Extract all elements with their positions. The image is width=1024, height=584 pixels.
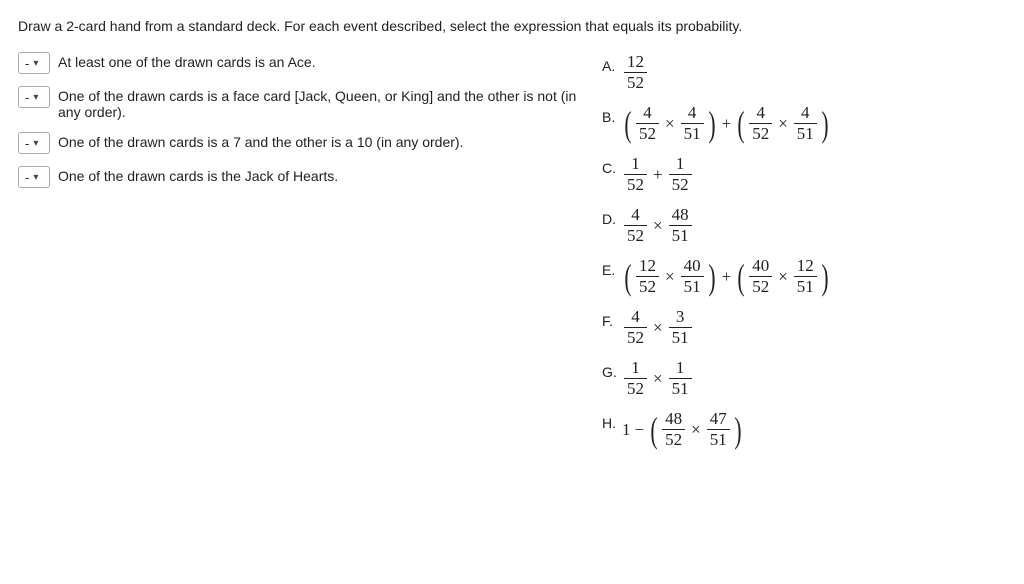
choice-row: F. 452×351 <box>602 307 1006 348</box>
prompt-row: - ▾ One of the drawn cards is a 7 and th… <box>18 132 578 154</box>
dropdown-value: - <box>25 90 29 105</box>
dropdown-value: - <box>25 170 29 185</box>
prompt-row: - ▾ At least one of the drawn cards is a… <box>18 52 578 74</box>
choice-row: C. 152+152 <box>602 154 1006 195</box>
choice-row: E. (1252×4051)+(4052×1251) <box>602 256 1006 297</box>
choice-label: H. <box>602 409 622 431</box>
choice-label: C. <box>602 154 622 176</box>
choice-expression: 452×351 <box>622 307 694 348</box>
choice-expression: 1−(4852×4751) <box>622 409 744 450</box>
answer-dropdown[interactable]: - ▾ <box>18 166 50 188</box>
answer-dropdown[interactable]: - ▾ <box>18 132 50 154</box>
prompts-column: - ▾ At least one of the drawn cards is a… <box>18 52 578 200</box>
choice-label: E. <box>602 256 622 278</box>
choice-row: G. 152×151 <box>602 358 1006 399</box>
instruction-text: Draw a 2-card hand from a standard deck.… <box>18 18 1006 34</box>
content-columns: - ▾ At least one of the drawn cards is a… <box>18 52 1006 460</box>
choice-label: B. <box>602 103 622 125</box>
prompt-text: One of the drawn cards is a 7 and the ot… <box>58 132 463 150</box>
prompt-row: - ▾ One of the drawn cards is a face car… <box>18 86 578 120</box>
prompt-row: - ▾ One of the drawn cards is the Jack o… <box>18 166 578 188</box>
chevron-down-icon: ▾ <box>33 172 38 183</box>
prompt-text: At least one of the drawn cards is an Ac… <box>58 52 316 70</box>
choice-row: D. 452×4851 <box>602 205 1006 246</box>
chevron-down-icon: ▾ <box>33 138 38 149</box>
choice-expression: 1252 <box>622 52 649 93</box>
prompt-text: One of the drawn cards is the Jack of He… <box>58 166 338 184</box>
choice-expression: 452×4851 <box>622 205 694 246</box>
dropdown-value: - <box>25 136 29 151</box>
prompt-text: One of the drawn cards is a face card [J… <box>58 86 578 120</box>
answer-dropdown[interactable]: - ▾ <box>18 86 50 108</box>
choices-column: A. 1252 B. (452×451)+(452×451) C. 152+15… <box>602 52 1006 460</box>
choice-row: B. (452×451)+(452×451) <box>602 103 1006 144</box>
chevron-down-icon: ▾ <box>33 58 38 69</box>
chevron-down-icon: ▾ <box>33 92 38 103</box>
choice-label: G. <box>602 358 622 380</box>
choice-label: A. <box>602 52 622 74</box>
choice-expression: 152+152 <box>622 154 694 195</box>
choice-expression: (452×451)+(452×451) <box>622 103 831 144</box>
choice-label: F. <box>602 307 622 329</box>
dropdown-value: - <box>25 56 29 71</box>
choice-label: D. <box>602 205 622 227</box>
answer-dropdown[interactable]: - ▾ <box>18 52 50 74</box>
choice-expression: 152×151 <box>622 358 694 399</box>
choice-row: H. 1−(4852×4751) <box>602 409 1006 450</box>
choice-expression: (1252×4051)+(4052×1251) <box>622 256 831 297</box>
choice-row: A. 1252 <box>602 52 1006 93</box>
